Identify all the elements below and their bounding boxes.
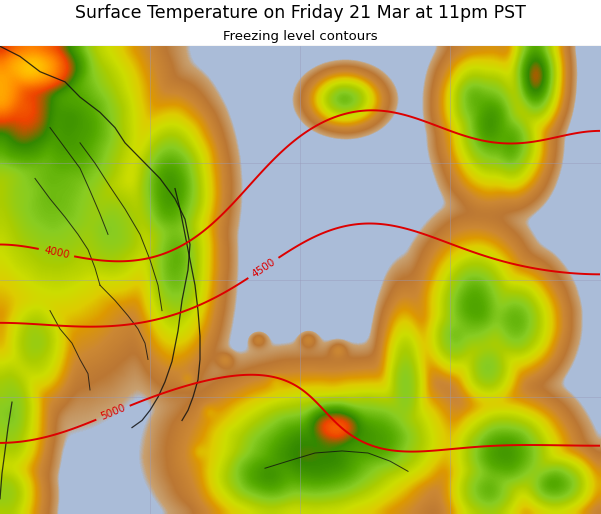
Text: Surface Temperature on Friday 21 Mar at 11pm PST: Surface Temperature on Friday 21 Mar at … [75, 4, 526, 22]
Text: 4500: 4500 [250, 256, 277, 280]
Text: 4000: 4000 [43, 245, 70, 260]
Text: Freezing level contours: Freezing level contours [223, 30, 378, 43]
Text: 5000: 5000 [99, 403, 127, 423]
